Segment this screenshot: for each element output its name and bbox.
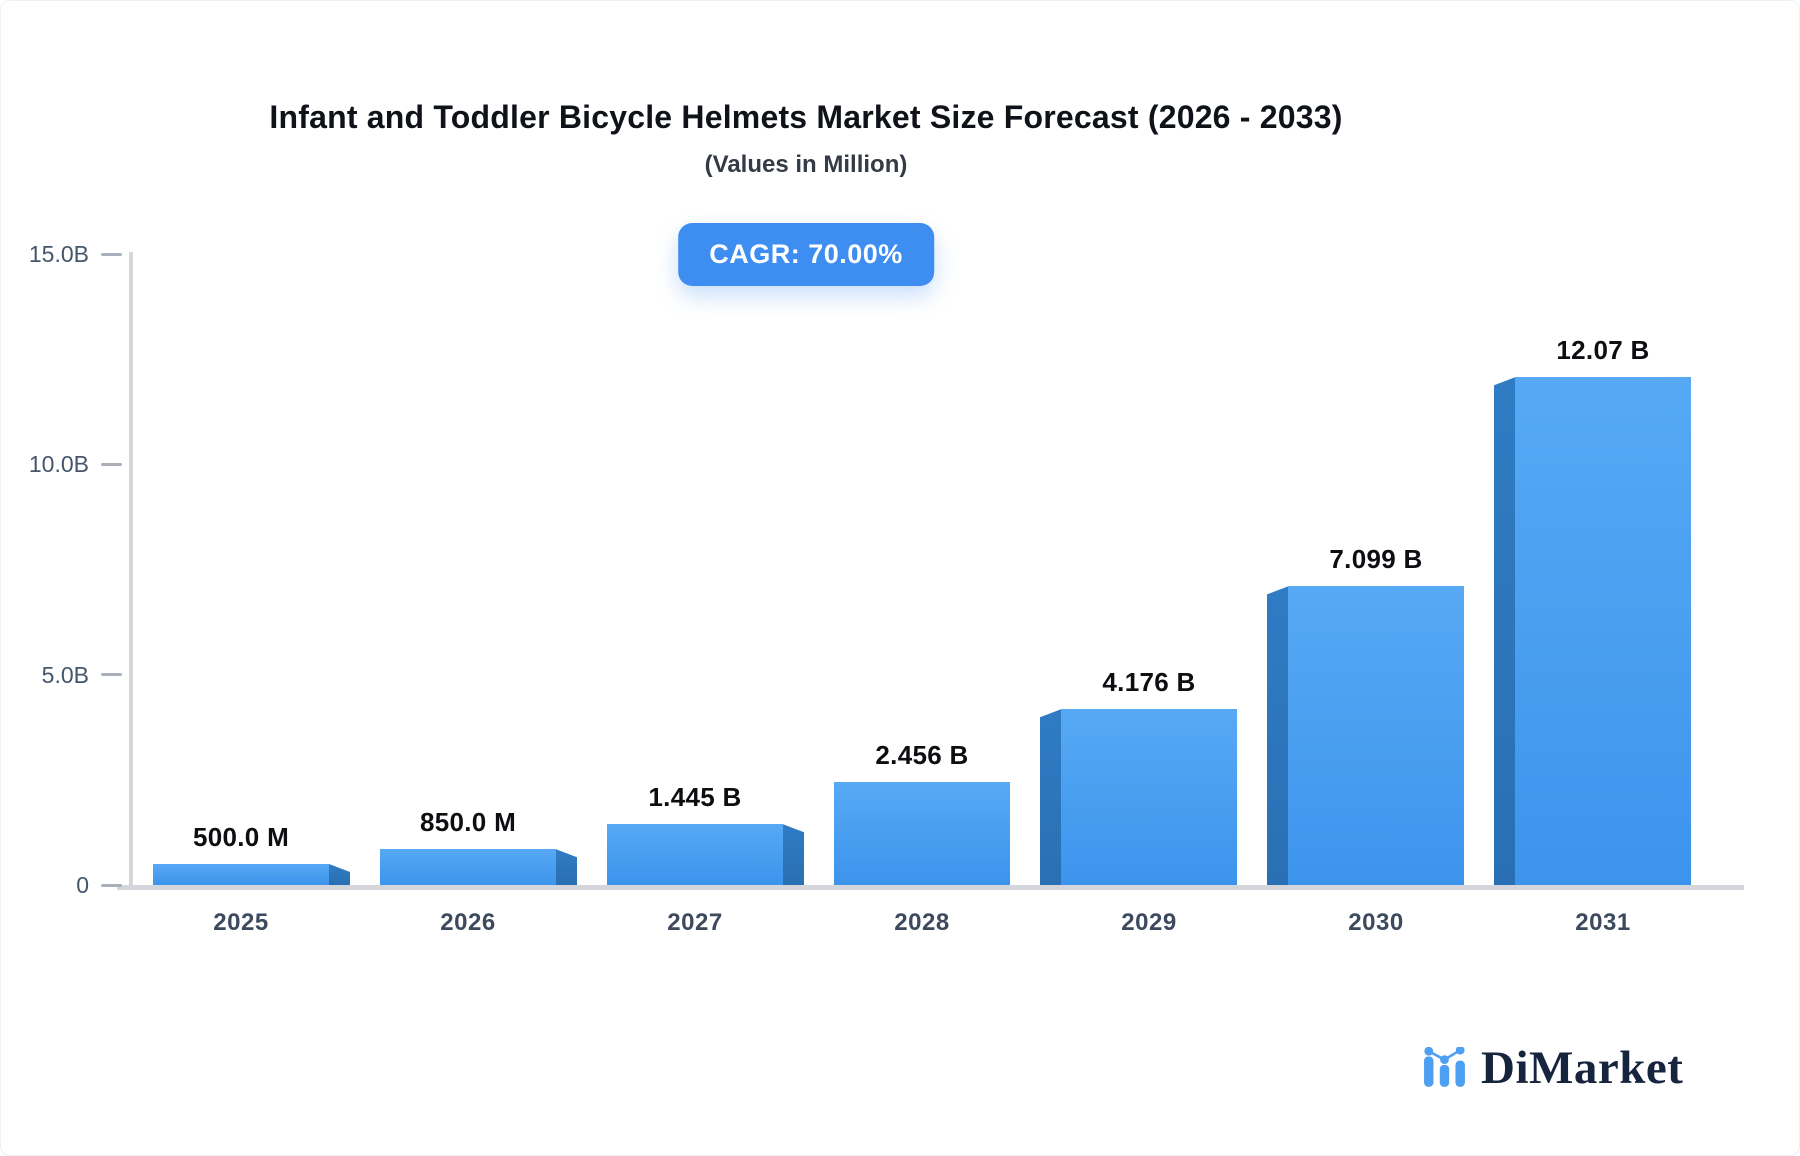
mini-bar-chart-icon: [1424, 1047, 1465, 1087]
bar-value-label-2026: 850.0 M: [419, 807, 517, 838]
x-axis-label-2025: 2025: [213, 909, 269, 936]
y-axis-line: [129, 252, 133, 890]
x-axis-baseline: [117, 885, 1744, 890]
y-axis-tick: [101, 462, 122, 466]
x-axis-label-2027: 2027: [667, 909, 723, 936]
chart-subtitle: (Values in Million): [704, 151, 908, 178]
y-axis-tick: [101, 883, 122, 887]
dimarket-logo: DiMarket: [1423, 1039, 1683, 1097]
bar-2028[interactable]: [834, 781, 1010, 885]
y-axis-tick-label: 10.0B: [28, 451, 89, 478]
bar-side-face-2031: [1494, 377, 1515, 885]
bar-side-face-2026: [556, 849, 577, 885]
bar-2031[interactable]: [1515, 377, 1691, 885]
dimarket-logo-text: DiMarket: [1481, 1042, 1684, 1094]
y-axis-tick-label: 5.0B: [41, 661, 89, 688]
bar-2026[interactable]: [380, 849, 556, 885]
x-axis-label-2026: 2026: [440, 909, 496, 936]
bar-value-label-2028: 2.456 B: [875, 739, 969, 770]
x-axis-label-2028: 2028: [894, 909, 950, 936]
bar-2030[interactable]: [1288, 586, 1464, 885]
bar-value-label-2027: 1.445 B: [648, 782, 742, 813]
x-axis-label-2029: 2029: [1121, 909, 1177, 936]
bar-value-label-2030: 7.099 B: [1329, 544, 1423, 575]
y-axis-tick-label: 15.0B: [28, 241, 89, 267]
bar-2027[interactable]: [607, 824, 783, 885]
y-axis-tick-label: 0: [76, 872, 89, 898]
x-axis-label-2030: 2030: [1348, 909, 1404, 936]
cagr-badge-label: CAGR: 70.00%: [709, 239, 903, 269]
y-axis-tick: [101, 252, 122, 256]
x-axis-label-2031: 2031: [1575, 909, 1631, 936]
bar-value-label-2029: 4.176 B: [1102, 667, 1196, 698]
bar-side-face-2029: [1040, 709, 1061, 885]
bar-value-label-2025: 500.0 M: [192, 822, 290, 852]
bar-side-face-2030: [1267, 586, 1288, 885]
bar-2025[interactable]: [153, 864, 329, 885]
bar-side-face-2025: [329, 864, 350, 885]
bar-2029[interactable]: [1061, 709, 1237, 885]
bar-side-face-2027: [783, 824, 804, 885]
cagr-badge: CAGR: 70.00%: [678, 223, 934, 286]
bar-value-label-2031: 12.07 B: [1556, 335, 1650, 366]
y-axis-tick: [101, 673, 122, 677]
chart-title: Infant and Toddler Bicycle Helmets Marke…: [269, 99, 1343, 135]
